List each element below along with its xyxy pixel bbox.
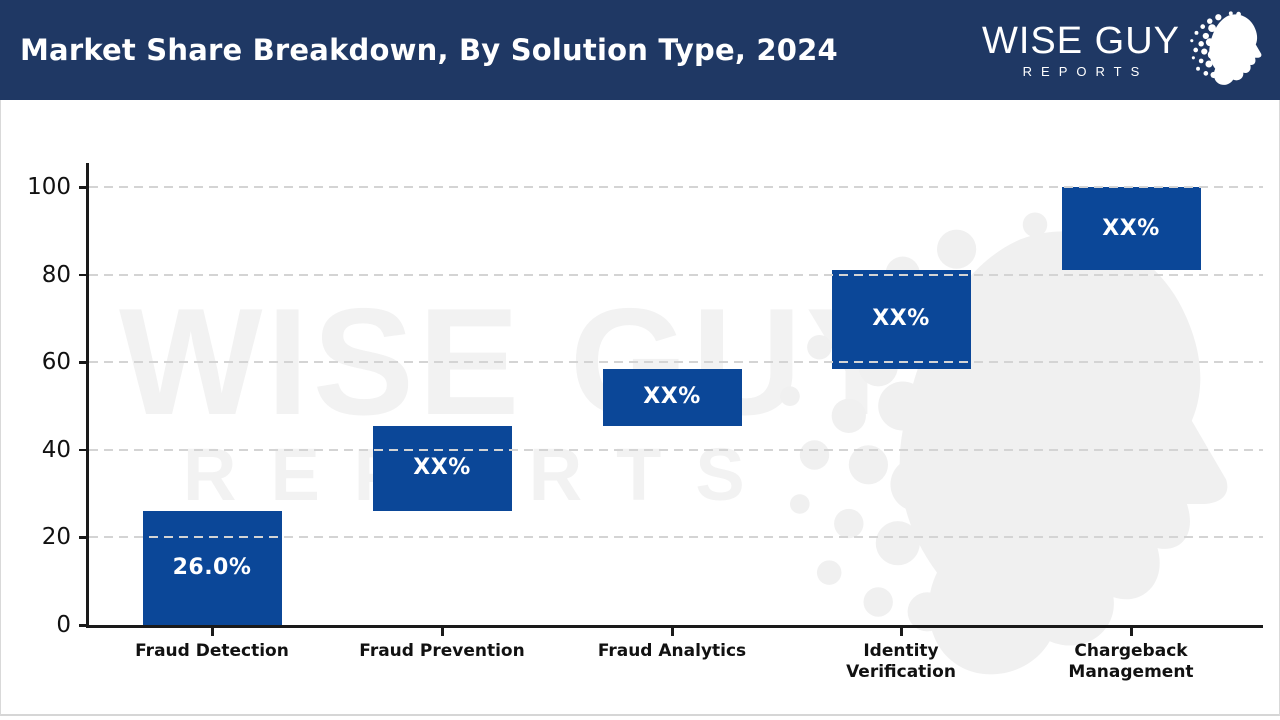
category-label: Fraud Analytics [597,641,747,661]
y-tick-label: 100 [27,174,71,200]
x-tickmark [441,627,444,636]
bar-value-label: XX% [1102,215,1160,241]
y-gridline [89,448,1263,451]
y-tick-label: 20 [41,524,71,551]
x-tickmark [900,627,903,636]
dotted-head-profile-icon [1184,9,1262,91]
brand-logo-text: WISE GUY REPORTS [982,22,1180,78]
brand-logo: WISE GUY REPORTS [982,9,1262,91]
y-gridline [89,361,1263,364]
y-tickmark [79,273,88,277]
y-gridline [89,273,1263,276]
category-label: Identity Verification [846,641,956,682]
category-label: Fraud Detection [135,641,289,661]
bar-value-label: 26.0% [172,555,252,581]
bar [602,368,742,426]
bar [142,511,282,625]
y-tickmark [79,536,88,539]
y-tickmark [79,448,88,452]
x-tickmark [1130,627,1133,636]
bar-value-label: XX% [872,306,930,332]
y-tick-label: 0 [56,612,71,638]
bar [1061,187,1201,271]
bar [831,270,971,369]
category-label: Fraud Prevention [359,641,525,661]
y-tick-label: 40 [41,436,71,463]
category-label: Chargeback Management [1068,641,1194,682]
brand-name: WISE GUY [981,20,1180,62]
chart-plot-area: WISE GUY REPORTS 02040608010026.0%Fraud … [0,100,1280,716]
bar-value-label: XX% [643,384,701,410]
y-tickmark [79,186,88,189]
x-tickmark [671,627,674,636]
y-tick-label: 80 [41,261,71,288]
y-tick-label: 60 [41,349,71,376]
y-tickmark [79,624,88,627]
page-title: Market Share Breakdown, By Solution Type… [20,33,838,67]
bar-value-label: XX% [413,455,471,481]
x-tickmark [211,627,214,636]
brand-subtitle: REPORTS [1022,64,1149,79]
y-tickmark [79,361,88,364]
y-gridline [89,186,1263,188]
bar [372,425,512,512]
y-axis-line [86,163,89,628]
x-axis-line [86,625,1263,628]
header-bar: Market Share Breakdown, By Solution Type… [0,0,1280,100]
y-gridline [89,536,1263,539]
